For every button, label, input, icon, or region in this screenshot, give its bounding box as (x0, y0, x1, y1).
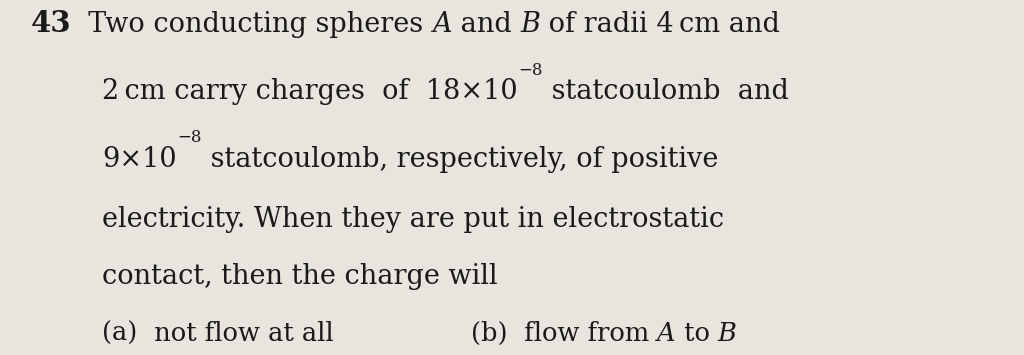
Text: not flow at all: not flow at all (137, 321, 333, 346)
Text: of radii 4 cm and: of radii 4 cm and (540, 11, 780, 38)
Text: (b): (b) (471, 321, 508, 346)
Text: statcoulomb, respectively, of positive: statcoulomb, respectively, of positive (202, 146, 718, 173)
Text: A: A (657, 321, 676, 346)
Text: 2 cm carry charges  of  18×10: 2 cm carry charges of 18×10 (102, 78, 518, 105)
Text: to: to (676, 321, 718, 346)
Text: −8: −8 (518, 61, 543, 78)
Text: and: and (452, 11, 520, 38)
Text: B: B (718, 321, 736, 346)
Text: 9×10: 9×10 (102, 146, 177, 173)
Text: 43: 43 (31, 9, 72, 38)
Text: flow from: flow from (508, 321, 657, 346)
Text: Two conducting spheres: Two conducting spheres (72, 11, 432, 38)
Text: A: A (432, 11, 452, 38)
Text: −8: −8 (177, 129, 202, 146)
Text: (a): (a) (102, 321, 137, 346)
Text: statcoulomb  and: statcoulomb and (543, 78, 788, 105)
Text: B: B (520, 11, 540, 38)
Text: contact, then the charge will: contact, then the charge will (102, 263, 498, 290)
Text: electricity. When they are put in electrostatic: electricity. When they are put in electr… (102, 206, 725, 233)
